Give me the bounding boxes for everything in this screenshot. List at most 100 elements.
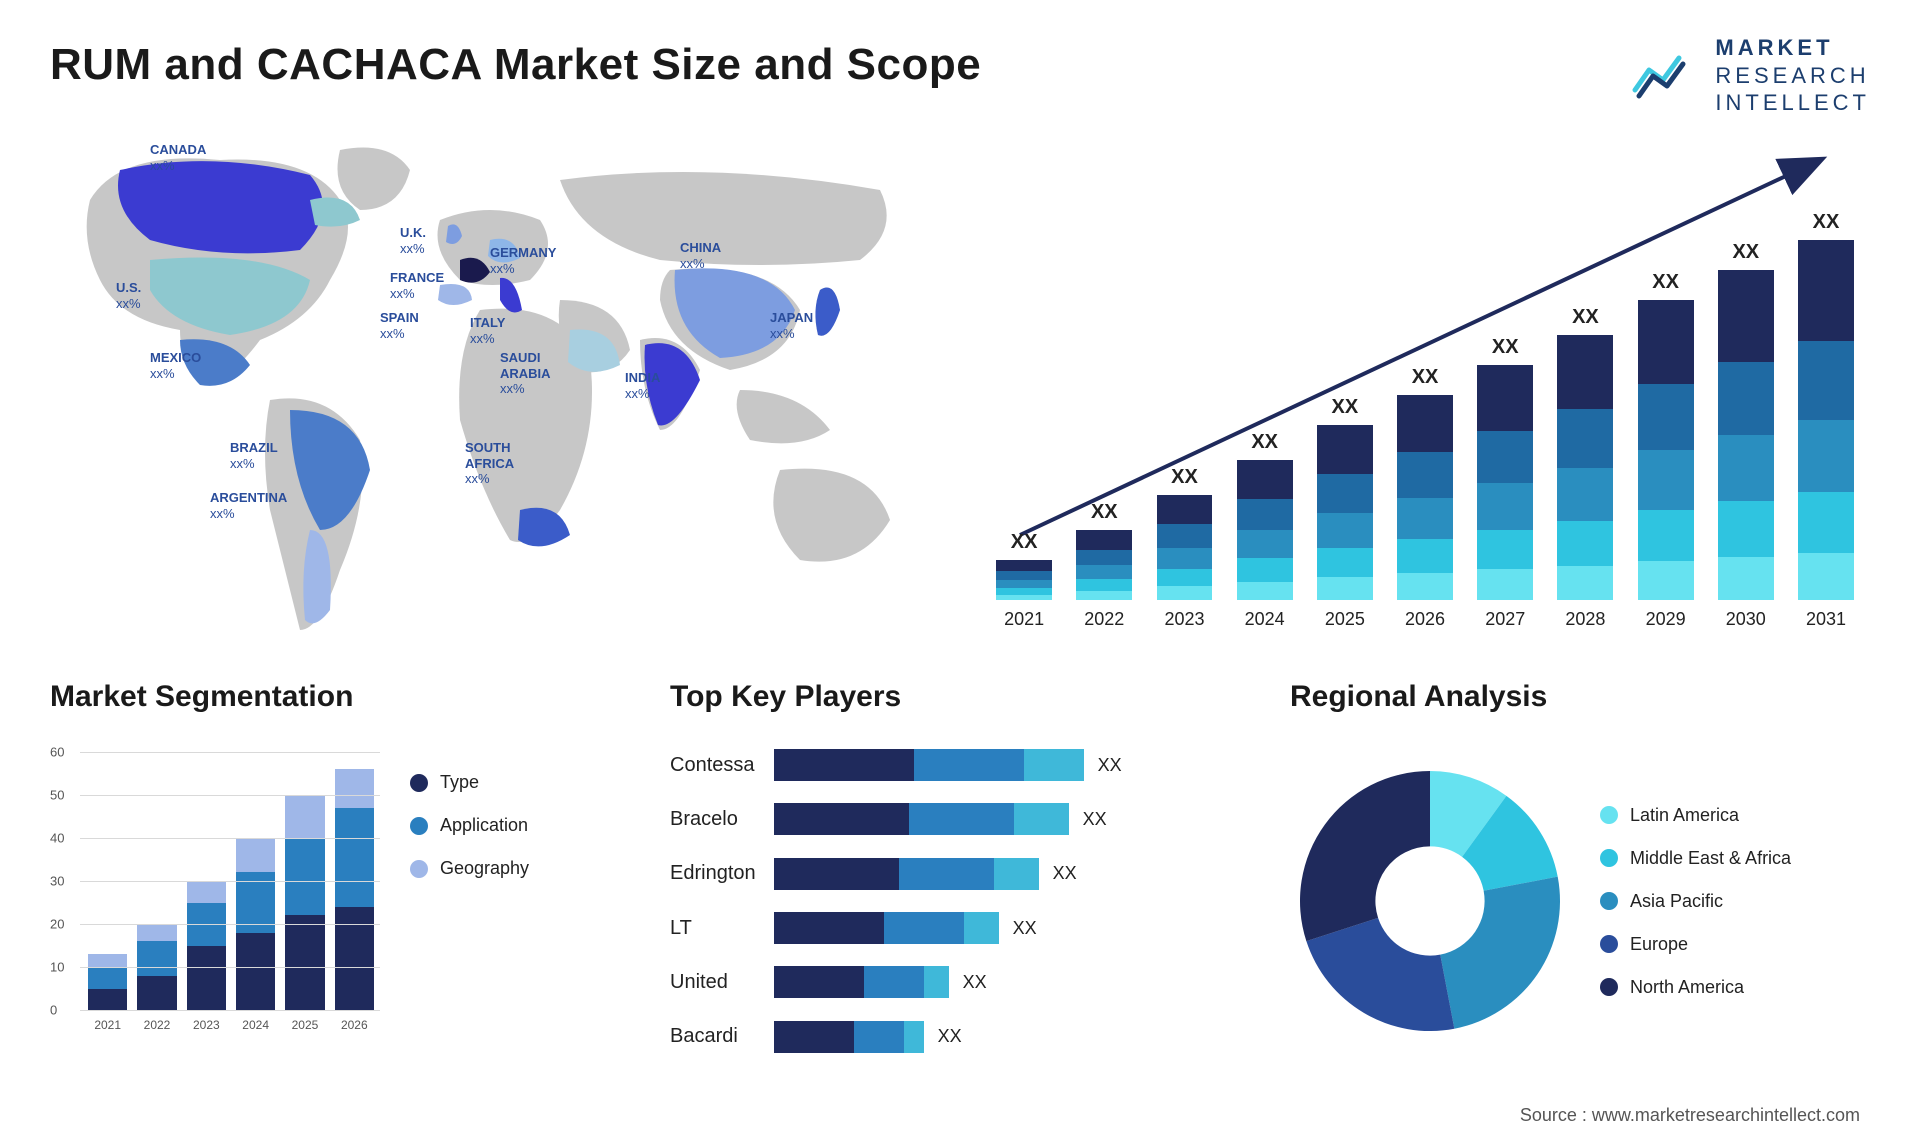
ra-legend-item: Europe — [1600, 934, 1791, 955]
map-label-south-africa: SOUTHAFRICAxx% — [465, 440, 514, 487]
forecast-bar-value: XX — [1652, 271, 1679, 294]
legend-label: Europe — [1630, 934, 1688, 955]
logo-text-line3: INTELLECT — [1715, 89, 1870, 117]
donut-slice-asia-pacific — [1440, 877, 1560, 1029]
map-label-u-k-: U.K.xx% — [400, 225, 426, 256]
segmentation-panel: Market Segmentation 20212022202320242025… — [50, 680, 630, 1070]
regional-donut — [1290, 761, 1570, 1041]
seg-bar-2023 — [187, 881, 226, 1010]
forecast-year-label: 2029 — [1632, 609, 1700, 630]
kp-row: XX — [774, 966, 1250, 998]
seg-legend-item: Application — [410, 815, 529, 836]
kp-value: XX — [1083, 809, 1107, 830]
seg-ytick: 10 — [50, 960, 64, 975]
donut-slice-north-america — [1300, 771, 1430, 941]
forecast-bar-2028: XX — [1551, 306, 1619, 600]
legend-swatch — [410, 774, 428, 792]
donut-slice-europe — [1306, 918, 1454, 1031]
forecast-year-label: 2030 — [1712, 609, 1780, 630]
regional-panel: Regional Analysis Latin America Middle Ea… — [1290, 680, 1870, 1070]
forecast-year-label: 2028 — [1551, 609, 1619, 630]
ra-legend-item: Latin America — [1600, 805, 1791, 826]
forecast-year-label: 2022 — [1070, 609, 1138, 630]
map-label-japan: JAPANxx% — [770, 310, 813, 341]
legend-label: Application — [440, 815, 528, 836]
kp-row: XX — [774, 803, 1250, 835]
kp-name: United — [670, 971, 756, 994]
forecast-year-label: 2027 — [1471, 609, 1539, 630]
forecast-year-label: 2024 — [1231, 609, 1299, 630]
legend-swatch — [410, 860, 428, 878]
forecast-bar-value: XX — [1251, 431, 1278, 454]
kp-row: XX — [774, 749, 1250, 781]
ra-legend-item: Middle East & Africa — [1600, 848, 1791, 869]
forecast-year-label: 2021 — [990, 609, 1058, 630]
seg-bar-2025 — [285, 795, 324, 1010]
kp-row: XX — [774, 912, 1250, 944]
kp-name: LT — [670, 917, 756, 940]
map-country-south-africa — [518, 508, 570, 547]
map-label-italy: ITALYxx% — [470, 315, 505, 346]
seg-xlabel: 2021 — [88, 1018, 127, 1032]
segmentation-legend: TypeApplicationGeography — [410, 772, 529, 1070]
map-label-brazil: BRAZILxx% — [230, 440, 278, 471]
forecast-bar-2021: XX — [990, 531, 1058, 600]
forecast-bar-value: XX — [1492, 336, 1519, 359]
seg-bar-2026 — [335, 769, 374, 1010]
forecast-year-label: 2026 — [1391, 609, 1459, 630]
brand-logo: MARKET RESEARCH INTELLECT — [1631, 34, 1870, 117]
kp-name: Bracelo — [670, 808, 756, 831]
seg-ytick: 50 — [50, 788, 64, 803]
logo-text-line1: MARKET — [1715, 34, 1870, 62]
seg-legend-item: Type — [410, 772, 529, 793]
segmentation-chart: 202120222023202420252026 0102030405060 — [50, 732, 380, 1032]
forecast-bar-value: XX — [1572, 306, 1599, 329]
kp-value: XX — [1053, 863, 1077, 884]
world-map: CANADAxx%U.S.xx%MEXICOxx%BRAZILxx%ARGENT… — [60, 130, 930, 650]
forecast-bar-2029: XX — [1632, 271, 1700, 600]
map-label-u-s-: U.S.xx% — [116, 280, 141, 311]
forecast-bar-value: XX — [1412, 366, 1439, 389]
kp-row: XX — [774, 858, 1250, 890]
map-label-argentina: ARGENTINAxx% — [210, 490, 287, 521]
seg-xlabel: 2024 — [236, 1018, 275, 1032]
source-credit: Source : www.marketresearchintellect.com — [1520, 1105, 1860, 1126]
seg-xlabel: 2023 — [187, 1018, 226, 1032]
map-label-saudi-arabia: SAUDIARABIAxx% — [500, 350, 551, 397]
forecast-bar-2027: XX — [1471, 336, 1539, 600]
kp-value: XX — [938, 1026, 962, 1047]
kp-value: XX — [1013, 918, 1037, 939]
seg-ytick: 30 — [50, 874, 64, 889]
regional-title: Regional Analysis — [1290, 680, 1870, 714]
key-players-names: ContessaBraceloEdringtonLTUnitedBacardi — [670, 732, 756, 1070]
forecast-bar-2025: XX — [1311, 396, 1379, 600]
kp-name: Bacardi — [670, 1025, 756, 1048]
map-label-canada: CANADAxx% — [150, 142, 206, 173]
forecast-bar-2031: XX — [1792, 211, 1860, 600]
forecast-year-label: 2023 — [1150, 609, 1218, 630]
forecast-bar-value: XX — [1011, 531, 1038, 554]
seg-ytick: 0 — [50, 1003, 57, 1018]
forecast-bar-value: XX — [1732, 241, 1759, 264]
legend-swatch — [1600, 849, 1618, 867]
seg-xlabel: 2026 — [335, 1018, 374, 1032]
forecast-bar-2030: XX — [1712, 241, 1780, 600]
key-players-panel: Top Key Players ContessaBraceloEdrington… — [670, 680, 1250, 1070]
ra-legend-item: Asia Pacific — [1600, 891, 1791, 912]
forecast-bar-value: XX — [1813, 211, 1840, 234]
legend-swatch — [410, 817, 428, 835]
logo-text-line2: RESEARCH — [1715, 62, 1870, 90]
seg-ytick: 60 — [50, 745, 64, 760]
kp-row: XX — [774, 1021, 1250, 1053]
forecast-year-label: 2025 — [1311, 609, 1379, 630]
legend-label: Asia Pacific — [1630, 891, 1723, 912]
legend-swatch — [1600, 935, 1618, 953]
forecast-bar-value: XX — [1332, 396, 1359, 419]
kp-name: Edrington — [670, 862, 756, 885]
forecast-bar-2023: XX — [1150, 466, 1218, 600]
legend-label: Type — [440, 772, 479, 793]
kp-value: XX — [963, 972, 987, 993]
kp-value: XX — [1098, 755, 1122, 776]
seg-xlabel: 2022 — [137, 1018, 176, 1032]
forecast-year-label: 2031 — [1792, 609, 1860, 630]
